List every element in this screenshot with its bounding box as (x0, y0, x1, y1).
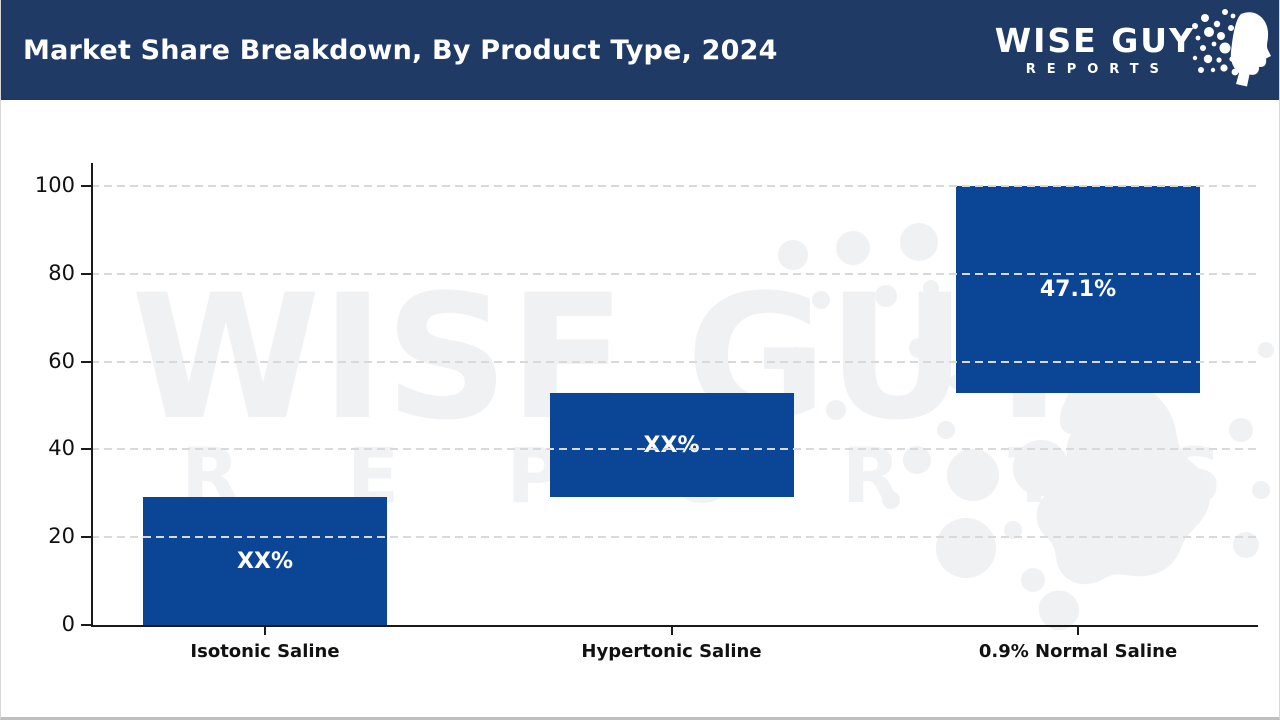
wise-guy-logo: WISE GUY REPORTS (995, 6, 1273, 94)
x-category-label: Isotonic Saline (190, 641, 340, 662)
y-tick-mark (81, 536, 91, 539)
y-tick-label: 60 (48, 348, 75, 373)
logo-subtitle: REPORTS (1025, 61, 1170, 77)
bar-2: XX% (549, 392, 794, 498)
watermark-dotted-face-icon (741, 100, 1279, 664)
bar-3: 47.1% (956, 186, 1200, 393)
dotted-face-profile-icon (1181, 4, 1273, 96)
y-tick-mark (81, 624, 91, 626)
y-gridline (91, 360, 1258, 363)
y-tick-mark (81, 185, 91, 187)
y-tick-mark (81, 272, 91, 275)
header-band: Market Share Breakdown, By Product Type,… (1, 0, 1279, 100)
x-category-label: Hypertonic Saline (581, 641, 762, 662)
bar-value-label: 47.1% (1039, 276, 1117, 302)
y-tick-label: 80 (48, 260, 75, 285)
y-tick-label: 20 (48, 524, 75, 549)
x-axis-spine (91, 625, 1258, 627)
x-tick-mark (670, 627, 673, 635)
logo-wordmark: WISE GUY (994, 20, 1195, 60)
y-tick-label: 0 (61, 612, 75, 636)
y-gridline (91, 272, 1258, 275)
logo-text: WISE GUY REPORTS (995, 24, 1195, 77)
y-tick-mark (81, 448, 91, 451)
y-gridline (91, 536, 1258, 539)
y-tick-label: 40 (48, 436, 75, 461)
x-tick-mark (1077, 627, 1079, 635)
bar-value-label: XX% (643, 432, 700, 458)
market-share-chart: 0 20 40 60 80 100 XX% XX% 47.1% Isotonic Saline Hy… (1, 100, 1279, 717)
y-gridline (91, 448, 1258, 451)
page-title: Market Share Breakdown, By Product Type,… (23, 34, 778, 66)
x-category-label: 0.9% Normal Saline (978, 641, 1178, 662)
y-tick-label: 100 (34, 173, 75, 197)
x-tick-mark (264, 627, 266, 635)
bar-value-label: XX% (237, 548, 293, 574)
y-gridline (91, 185, 1258, 187)
y-axis-spine (91, 163, 93, 627)
y-tick-mark (81, 360, 91, 363)
bar-1: XX% (143, 497, 387, 625)
